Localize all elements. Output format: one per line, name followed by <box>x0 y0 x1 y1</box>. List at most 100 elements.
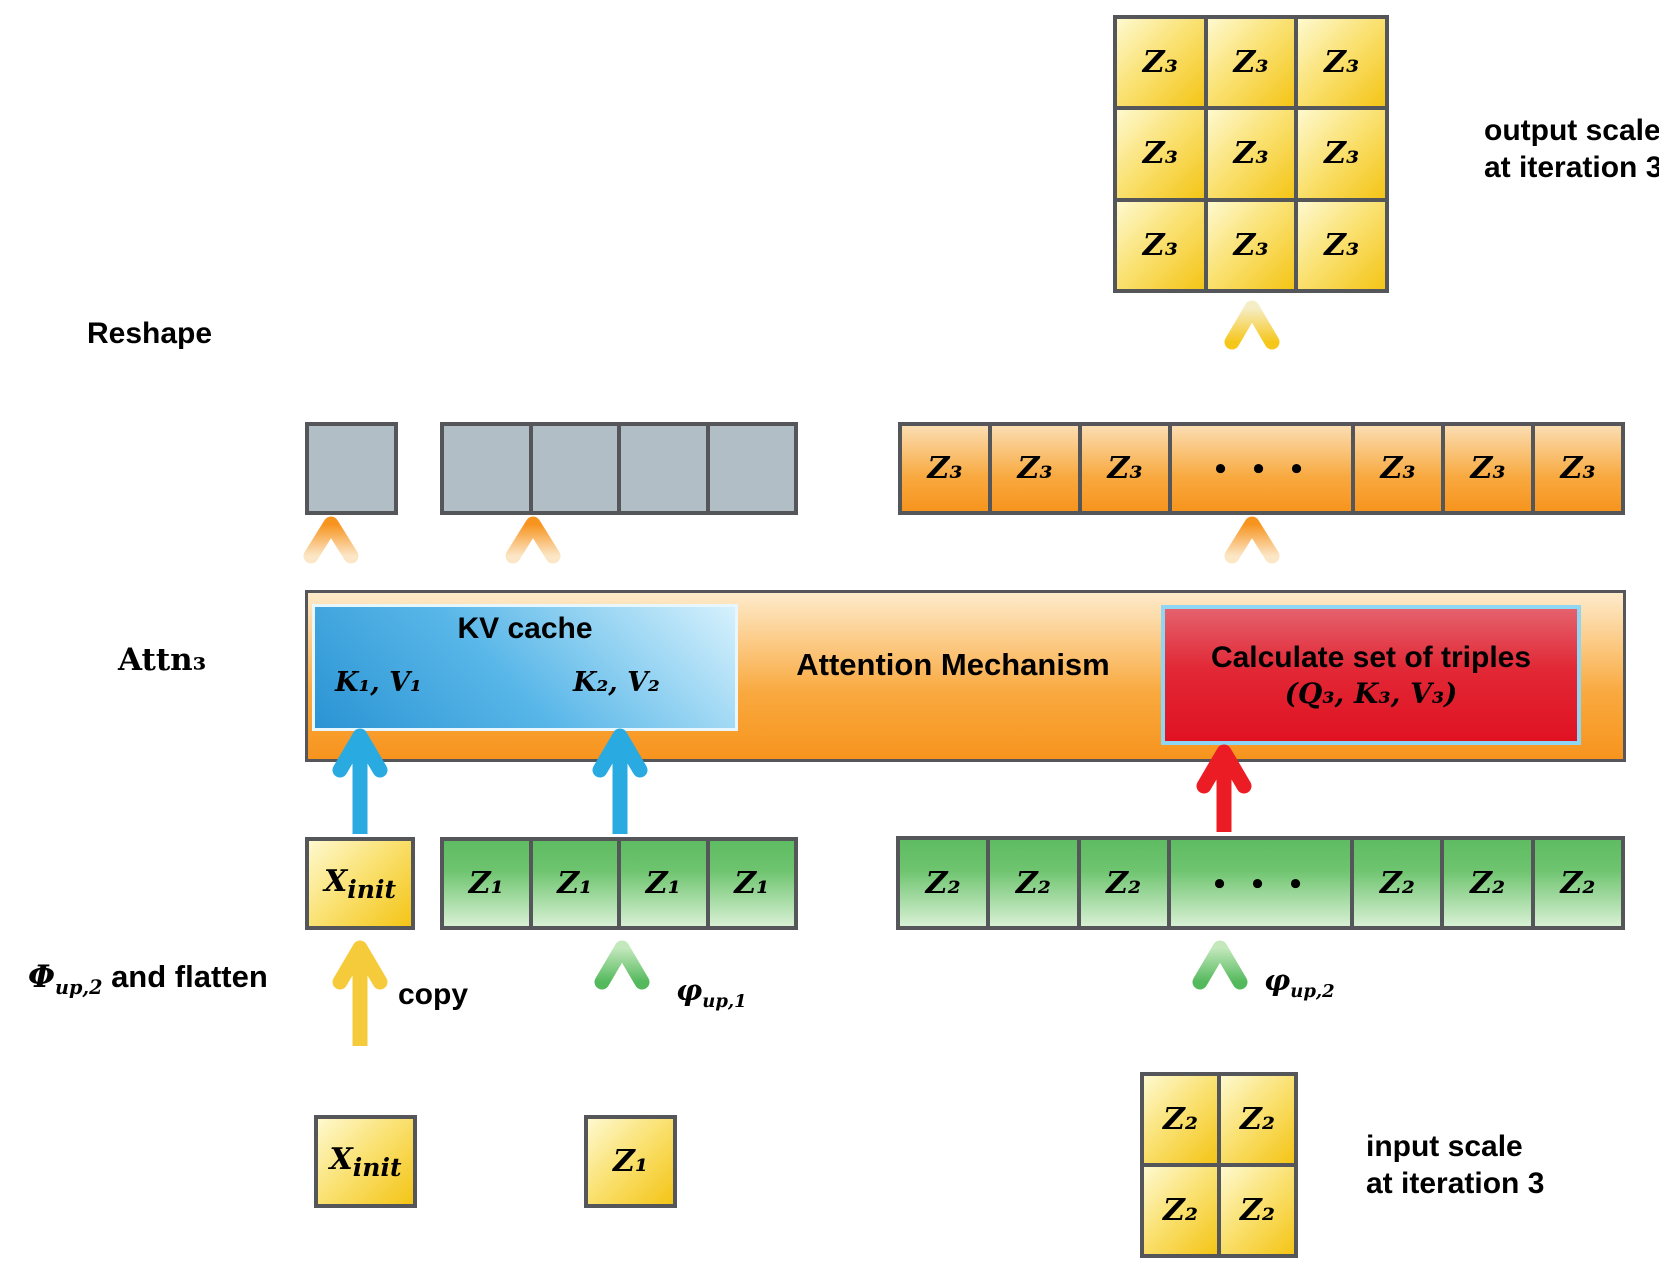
z3-token-text: Z₃ <box>1107 451 1143 486</box>
upsample2-arrow-icon <box>1192 940 1248 1046</box>
z3-grid-cell: Z₃ <box>1296 17 1387 109</box>
z1-row-cell: Z₁ <box>530 839 619 928</box>
attention-mechanism-title: Attention Mechanism <box>796 647 1110 682</box>
z1-token-text: Z₁ <box>734 866 770 901</box>
z3-token-row: Z₃ Z₃ Z₃ ∙ ∙ ∙ Z₃ Z₃ Z₃ <box>898 422 1625 515</box>
z1-row-cell: Z₁ <box>707 839 796 928</box>
z2-row-cell: Z₂ <box>1352 838 1443 928</box>
z2-token-text: Z₂ <box>1470 865 1506 901</box>
z3-token-text: Z₃ <box>1233 136 1269 172</box>
z3-grid-cell: Z₃ <box>1115 199 1206 291</box>
kv-cache-input-arrow-icon <box>592 728 648 834</box>
copy-arrow-icon <box>332 940 388 1046</box>
attn3-label: Attn₃ <box>118 642 207 678</box>
z3-token-text: Z₃ <box>1324 136 1360 172</box>
gray-token-row <box>440 422 798 515</box>
z2-token-row: Z₂ Z₂ Z₂ ∙ ∙ ∙ Z₂ Z₂ Z₂ <box>896 836 1625 930</box>
gray-row-cell <box>707 424 796 513</box>
z3-token-text: Z₃ <box>1233 45 1269 81</box>
z3-grid-cell: Z₃ <box>1205 17 1297 109</box>
input-scale-grid: Z₂ Z₂ Z₂ Z₂ <box>1140 1072 1298 1258</box>
gray-cell <box>305 422 398 515</box>
z1-token-text: Z₁ <box>612 1144 649 1179</box>
gray-row-cell <box>619 424 708 513</box>
kv-entry-2: K₂, V₂ <box>573 667 660 698</box>
z3-token-text: Z₃ <box>1017 451 1053 486</box>
z2-token-text: Z₂ <box>1015 865 1051 901</box>
flatten-symbol: Φup,2 <box>28 959 103 1000</box>
z1-token-text: Z₁ <box>645 866 681 901</box>
x-init-cell: Xinit <box>305 837 415 930</box>
flatten-label: Φup,2 and flatten <box>28 958 268 997</box>
x-init-input-cell: Xinit <box>314 1115 417 1208</box>
calculate-triples-box: Calculate set of triples (Q₃, K₃, V₃) <box>1161 605 1581 745</box>
z3-row-cell: Z₃ <box>1532 424 1623 513</box>
z3-token-text: Z₃ <box>1470 451 1506 486</box>
output-scale-label-line2: at iteration 3 <box>1484 151 1659 184</box>
x-init-token-text: Xinit <box>329 1141 402 1182</box>
z3-token-text: Z₃ <box>1324 45 1360 81</box>
z1-row-cell: Z₁ <box>619 839 708 928</box>
z3-grid-cell: Z₃ <box>1205 108 1297 200</box>
gray-row-cell <box>530 424 619 513</box>
z2-token-text: Z₂ <box>1162 1193 1199 1228</box>
z2-token-text: Z₂ <box>1239 1102 1276 1137</box>
z3-token-text: Z₃ <box>1560 451 1596 486</box>
z2-token-text: Z₂ <box>1560 865 1596 901</box>
reshape-arrow-icon <box>1224 300 1280 414</box>
z2-token-text: Z₂ <box>925 865 961 901</box>
z3-row-cell: Z₃ <box>1352 424 1443 513</box>
z2-row-cell: Z₂ <box>1442 838 1533 928</box>
z3-token-text: Z₃ <box>1380 451 1416 486</box>
ellipsis-text: ∙ ∙ ∙ <box>1212 451 1311 486</box>
z3-row-cell: Z₃ <box>1080 424 1171 513</box>
triples-formula: (Q₃, K₃, V₃) <box>1284 676 1458 710</box>
x-init-token-text: Xinit <box>324 863 396 904</box>
z2-token-text: Z₂ <box>1239 1193 1276 1228</box>
z1-row-cell: Z₁ <box>442 839 531 928</box>
kv-cache-box: KV cache K₁, V₁ K₂, V₂ <box>312 604 738 731</box>
z2-token-text: Z₂ <box>1162 1102 1199 1137</box>
ellipsis-cell: ∙ ∙ ∙ <box>1170 424 1353 513</box>
copy-label: copy <box>398 978 469 1011</box>
z3-row-cell: Z₃ <box>1442 424 1533 513</box>
z2-grid-cell: Z₂ <box>1219 1165 1296 1256</box>
z1-token-text: Z₁ <box>468 866 504 901</box>
input-scale-label-line1: input scale <box>1366 1130 1523 1163</box>
upsample2-label: φup,2 <box>1264 963 1335 1002</box>
attention-mechanism-box: KV cache K₁, V₁ K₂, V₂ Attention Mechani… <box>305 590 1626 762</box>
output-scale-grid: Z₃ Z₃ Z₃ Z₃ Z₃ Z₃ Z₃ Z₃ Z₃ <box>1113 15 1389 293</box>
z2-token-text: Z₂ <box>1379 865 1415 901</box>
z3-token-text: Z₃ <box>1142 136 1178 172</box>
z2-row-cell: Z₂ <box>988 838 1079 928</box>
attn-output-arrow-icon <box>505 516 561 586</box>
ellipsis-cell: ∙ ∙ ∙ <box>1168 838 1353 928</box>
input-scale-label: input scale at iteration 3 <box>1366 1128 1544 1202</box>
attn-output-arrow-icon <box>303 516 359 586</box>
z2-grid-cell: Z₂ <box>1142 1165 1219 1256</box>
upsample1-label: φup,1 <box>676 973 747 1012</box>
kv-cache-title: KV cache <box>457 612 593 645</box>
z3-grid-cell: Z₃ <box>1115 108 1206 200</box>
z3-grid-cell: Z₃ <box>1115 17 1206 109</box>
z2-row-cell: Z₂ <box>1532 838 1624 928</box>
kv-cache-input-arrow-icon <box>332 728 388 834</box>
output-scale-label-line1: output scale <box>1484 114 1659 147</box>
z3-token-text: Z₃ <box>927 451 963 486</box>
reshape-label: Reshape <box>87 317 213 350</box>
z3-token-text: Z₃ <box>1142 227 1178 263</box>
z1-input-cell: Z₁ <box>584 1115 677 1208</box>
z3-token-text: Z₃ <box>1233 227 1269 263</box>
z3-grid-cell: Z₃ <box>1296 108 1387 200</box>
kv-entry-1: K₁, V₁ <box>335 667 422 698</box>
calculate-triples-title: Calculate set of triples <box>1210 640 1532 674</box>
z3-grid-cell: Z₃ <box>1296 199 1387 291</box>
z3-token-text: Z₃ <box>1324 227 1360 263</box>
z3-row-cell: Z₃ <box>990 424 1081 513</box>
z1-token-text: Z₁ <box>557 866 593 901</box>
z2-grid-cell: Z₂ <box>1219 1074 1296 1165</box>
flatten-text: and flatten <box>102 959 268 994</box>
triples-input-arrow-icon <box>1196 744 1252 832</box>
z2-row-cell: Z₂ <box>1078 838 1169 928</box>
